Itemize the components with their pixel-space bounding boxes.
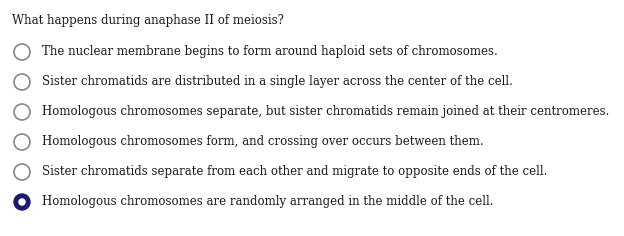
Text: The nuclear membrane begins to form around haploid sets of chromosomes.: The nuclear membrane begins to form arou… xyxy=(42,46,498,59)
Text: Homologous chromosomes separate, but sister chromatids remain joined at their ce: Homologous chromosomes separate, but sis… xyxy=(42,105,610,118)
Text: Homologous chromosomes form, and crossing over occurs between them.: Homologous chromosomes form, and crossin… xyxy=(42,135,484,148)
Text: What happens during anaphase II of meiosis?: What happens during anaphase II of meios… xyxy=(12,14,284,27)
Circle shape xyxy=(14,194,30,210)
Text: Sister chromatids are distributed in a single layer across the center of the cel: Sister chromatids are distributed in a s… xyxy=(42,76,513,88)
Text: Homologous chromosomes are randomly arranged in the middle of the cell.: Homologous chromosomes are randomly arra… xyxy=(42,195,494,208)
Text: Sister chromatids separate from each other and migrate to opposite ends of the c: Sister chromatids separate from each oth… xyxy=(42,165,547,178)
Circle shape xyxy=(14,164,30,180)
Circle shape xyxy=(14,104,30,120)
Circle shape xyxy=(14,74,30,90)
Circle shape xyxy=(14,44,30,60)
Circle shape xyxy=(19,199,25,205)
Circle shape xyxy=(14,134,30,150)
